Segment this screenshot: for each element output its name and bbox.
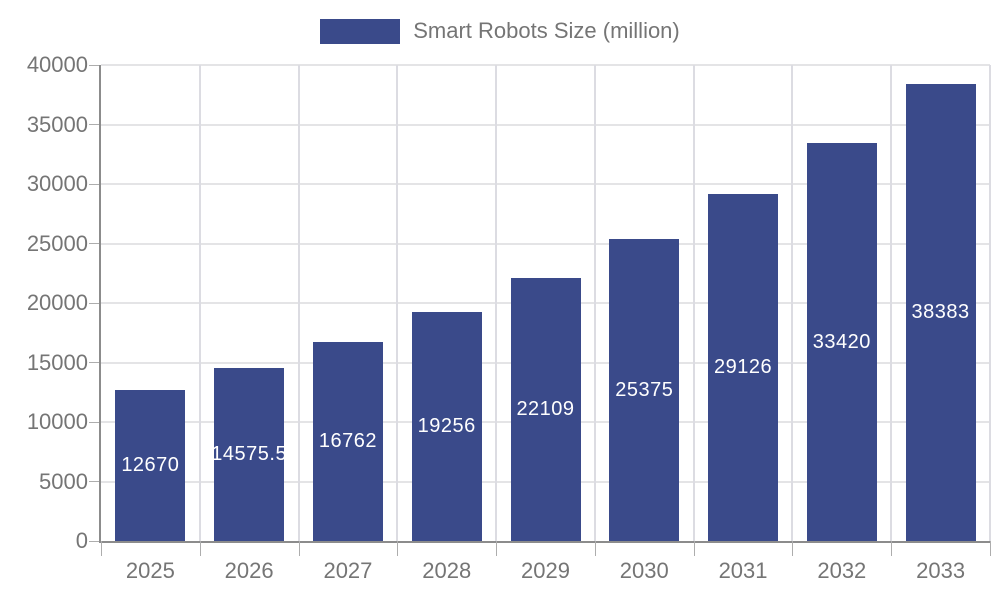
x-axis-tick-label: 2031	[718, 558, 768, 583]
y-axis-tick	[89, 481, 99, 482]
bar-value-label: 22109	[516, 397, 575, 420]
horizontal-gridline	[101, 242, 990, 245]
x-axis-tick-label: 2028	[422, 558, 472, 583]
vertical-gridline	[791, 65, 794, 541]
x-axis-tick-label: 2026	[224, 558, 274, 583]
x-axis-tick	[496, 541, 498, 556]
bar[interactable]: 22109	[510, 277, 581, 541]
legend[interactable]: Smart Robots Size (million)	[0, 17, 1000, 45]
x-axis-tick	[594, 541, 596, 556]
bar-value-label: 14575.5	[214, 442, 285, 465]
y-axis-tick	[89, 124, 99, 125]
y-axis-tick-label: 40000	[26, 52, 88, 77]
y-axis-tick	[89, 302, 99, 304]
y-axis-tick	[89, 362, 99, 363]
x-axis-tick-label: 2033	[916, 558, 966, 583]
bar-value-label: 33420	[812, 330, 871, 353]
x-axis-tick-label: 2030	[619, 558, 669, 583]
bar-value-label: 29126	[713, 356, 773, 379]
bar[interactable]: 38383	[905, 84, 976, 541]
x-axis-tick	[990, 541, 991, 556]
vertical-gridline	[890, 65, 893, 541]
x-axis-tick-label: 2032	[817, 558, 867, 583]
horizontal-gridline	[101, 183, 990, 185]
x-axis-tick-label: 2027	[323, 558, 373, 583]
vertical-gridline	[495, 65, 498, 541]
vertical-gridline	[692, 65, 695, 541]
bar[interactable]: 16762	[312, 341, 383, 541]
bar-value-label: 25375	[615, 378, 674, 401]
x-axis-tick	[199, 541, 201, 556]
x-axis-tick	[298, 541, 300, 556]
legend-label: Smart Robots Size (million)	[413, 18, 680, 43]
y-axis-tick-label: 10000	[26, 409, 88, 434]
x-axis-tick	[792, 541, 794, 556]
x-axis-tick	[693, 541, 695, 556]
vertical-gridline	[593, 65, 596, 541]
x-axis-tick	[397, 541, 399, 556]
y-axis-tick	[89, 421, 99, 423]
bar-value-label: 38383	[911, 301, 970, 324]
horizontal-gridline	[101, 64, 990, 66]
bar[interactable]: 14575.5	[214, 367, 285, 541]
x-axis-tick	[101, 541, 102, 556]
y-axis-tick	[89, 183, 99, 185]
bar-value-label: 19256	[417, 414, 476, 437]
vertical-gridline	[297, 65, 300, 541]
vertical-gridline	[989, 65, 991, 541]
x-axis-line	[99, 541, 990, 543]
horizontal-gridline	[101, 123, 990, 126]
y-axis-tick-label: 5000	[39, 468, 88, 494]
y-axis-tick-label: 0	[75, 528, 88, 553]
bar[interactable]: 25375	[609, 239, 680, 541]
bar-value-label: 16762	[318, 429, 377, 452]
y-axis-tick-label: 20000	[26, 290, 88, 315]
vertical-gridline	[198, 65, 201, 541]
x-axis-tick-label: 2029	[521, 558, 570, 583]
bar[interactable]: 33420	[806, 143, 877, 541]
y-axis-tick	[89, 540, 99, 542]
plot-area: 12670 14575.5 16762 19256 22109 25375 29126 334…	[89, 64, 991, 556]
x-axis-tick-label: 2025	[125, 558, 175, 583]
bar[interactable]: 12670	[115, 390, 186, 541]
y-axis-tick	[89, 64, 99, 66]
x-axis-tick	[891, 541, 893, 556]
legend-swatch	[320, 18, 401, 44]
y-axis-tick-label: 15000	[26, 349, 88, 375]
y-axis-tick	[89, 243, 99, 244]
bar-value-label: 12670	[121, 454, 180, 477]
y-axis-tick-label: 30000	[26, 171, 88, 196]
y-axis-tick-label: 25000	[26, 230, 88, 256]
bar[interactable]: 19256	[411, 311, 482, 541]
y-axis-tick-label: 35000	[26, 111, 88, 137]
bar[interactable]: 29126	[708, 194, 779, 541]
y-axis-line	[99, 65, 101, 541]
vertical-gridline	[396, 65, 399, 541]
